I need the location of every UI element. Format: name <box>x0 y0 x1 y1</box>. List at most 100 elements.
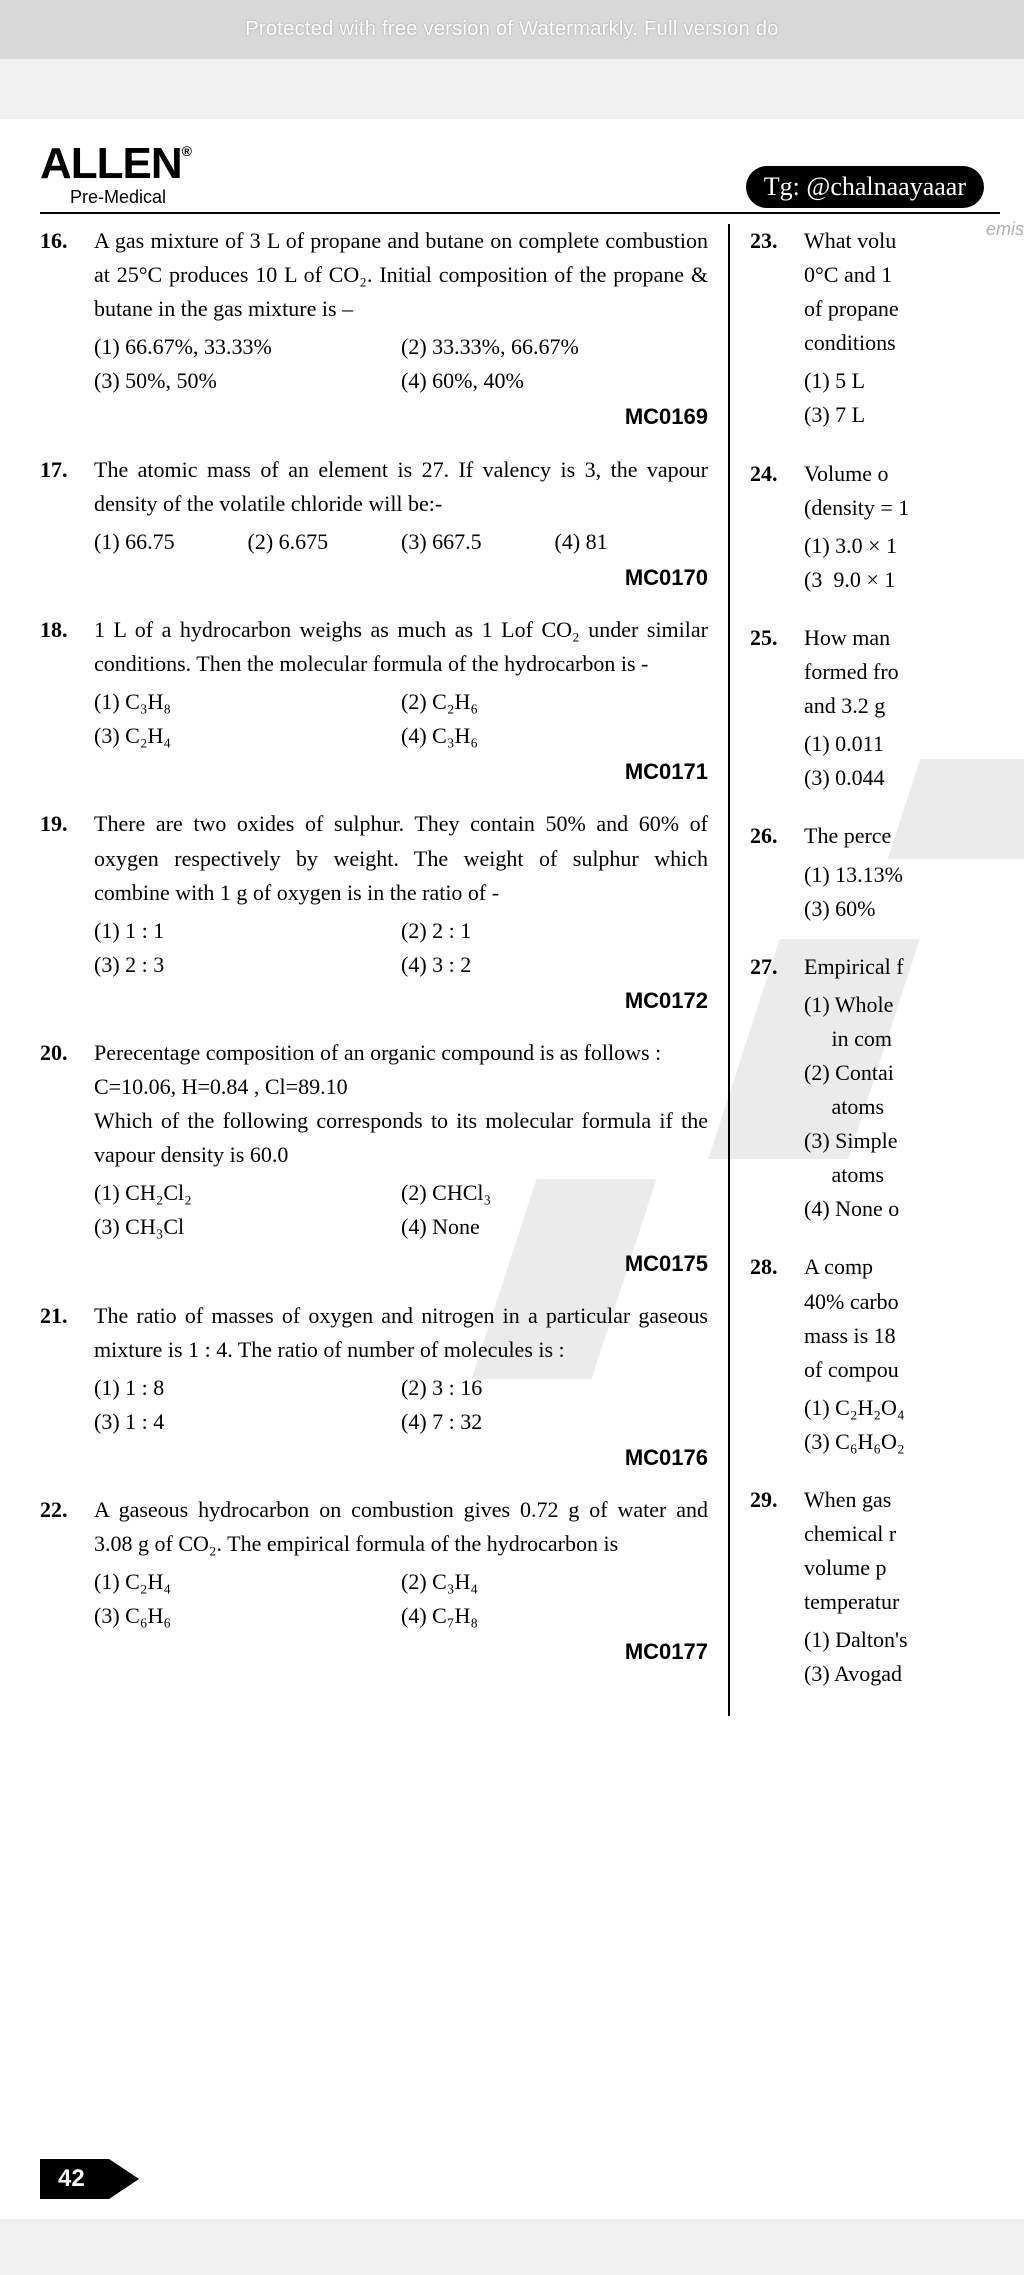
option: (3) 7 L <box>804 398 1020 432</box>
question-text: volume p <box>804 1551 1020 1585</box>
question-text: There are two oxides of sulphur. They co… <box>94 807 708 909</box>
question-body: A gas mixture of 3 L of propane and buta… <box>94 224 708 443</box>
option: (3) 60% <box>804 892 1020 926</box>
question-text: A gas mixture of 3 L of propane and buta… <box>94 224 708 326</box>
question-text: of propane <box>804 292 1020 326</box>
question-number: 20. <box>40 1036 94 1289</box>
question-number: 22. <box>40 1493 94 1677</box>
registered-icon: ® <box>182 143 191 159</box>
question-code: MC0175 <box>94 1247 708 1281</box>
options: (1) 5 L(3) 7 L <box>804 364 1020 432</box>
option: (2) C₂H₆ <box>401 685 708 719</box>
option: (3) 2 : 3 <box>94 948 401 982</box>
logo-block: ALLEN ® Pre-Medical <box>40 139 191 208</box>
question-code: MC0177 <box>94 1635 708 1669</box>
right-column: 23.What volu0°C and 1of propanecondition… <box>730 224 1020 1716</box>
question-code: MC0171 <box>94 755 708 789</box>
question-code: MC0176 <box>94 1441 708 1475</box>
question-text: The ratio of masses of oxygen and nitrog… <box>94 1299 708 1367</box>
option: (2) 6.675 <box>248 525 402 559</box>
option: (1) C₂H₂O₄ <box>804 1391 1020 1425</box>
option: (2) 2 : 1 <box>401 914 708 948</box>
question-text: A gaseous hydrocarbon on combustion give… <box>94 1493 708 1561</box>
question-text: What volu <box>804 224 1020 258</box>
options: (1) 66.75(2) 6.675(3) 667.5(4) 81 <box>94 525 708 559</box>
question-body: The ratio of masses of oxygen and nitrog… <box>94 1299 708 1483</box>
question-text: Empirical f <box>804 950 1020 984</box>
pre-medical-label: Pre-Medical <box>70 187 191 208</box>
option: (1) C₃H₈ <box>94 685 401 719</box>
option: (2) 3 : 16 <box>401 1371 708 1405</box>
question-text: 1 L of a hydrocarbon weighs as much as 1… <box>94 613 708 681</box>
option: (3 9.0 × 1 <box>804 563 1020 597</box>
option: (1) Whole <box>804 988 1020 1022</box>
options: (1) 1 : 1(2) 2 : 1(3) 2 : 3(4) 3 : 2 <box>94 914 708 982</box>
question: 18.1 L of a hydrocarbon weighs as much a… <box>40 613 708 797</box>
option: (4) C₇H₈ <box>401 1599 708 1633</box>
question: 25.How manformed froand 3.2 g(1) 0.011(3… <box>750 621 1020 795</box>
question-text: and 3.2 g <box>804 689 1020 723</box>
columns: 16.A gas mixture of 3 L of propane and b… <box>40 224 1024 1716</box>
left-column: 16.A gas mixture of 3 L of propane and b… <box>40 224 730 1716</box>
question-text: formed fro <box>804 655 1020 689</box>
question-text: of compou <box>804 1353 1020 1387</box>
option: (2) 33.33%, 66.67% <box>401 330 708 364</box>
option: (1) CH₂Cl₂ <box>94 1176 401 1210</box>
question-number: 27. <box>750 950 804 1227</box>
telegram-badge: Tg: @chalnaayaaar <box>746 166 984 208</box>
question-body: Perecentage composition of an organic co… <box>94 1036 708 1289</box>
options: (1) CH₂Cl₂(2) CHCl₃(3) CH₃Cl(4) None <box>94 1176 708 1244</box>
question-body: There are two oxides of sulphur. They co… <box>94 807 708 1026</box>
option: (3) 1 : 4 <box>94 1405 401 1439</box>
question-number: 16. <box>40 224 94 443</box>
question-body: Empirical f (1) Whole in com(2) Contai at… <box>804 950 1020 1227</box>
question-text: The atomic mass of an element is 27. If … <box>94 453 708 521</box>
question: 22.A gaseous hydrocarbon on combustion g… <box>40 1493 708 1677</box>
option: (2) Contai <box>804 1056 1020 1090</box>
question-body: What volu0°C and 1of propaneconditions(1… <box>804 224 1020 433</box>
question: 20.Perecentage composition of an organic… <box>40 1036 708 1289</box>
option: (4) 7 : 32 <box>401 1405 708 1439</box>
question-text: Which of the following corresponds to it… <box>94 1104 708 1172</box>
question-text: (density = 1 <box>804 491 1020 525</box>
question: 21.The ratio of masses of oxygen and nit… <box>40 1299 708 1483</box>
option: (4) C₃H₆ <box>401 719 708 753</box>
option: (1) 0.011 <box>804 727 1020 761</box>
option: (1) 3.0 × 1 <box>804 529 1020 563</box>
question-text: The perce <box>804 819 1020 853</box>
option: in com <box>804 1022 1020 1056</box>
question-text: temperatur <box>804 1585 1020 1619</box>
question-number: 25. <box>750 621 804 795</box>
question: 16.A gas mixture of 3 L of propane and b… <box>40 224 708 443</box>
option: (4) 3 : 2 <box>401 948 708 982</box>
question: 19.There are two oxides of sulphur. They… <box>40 807 708 1026</box>
option: (3) 667.5 <box>401 525 555 559</box>
options: (1) C₂H₄(2) C₃H₄(3) C₆H₆(4) C₇H₈ <box>94 1565 708 1633</box>
header: ALLEN ® Pre-Medical Tg: @chalnaayaaar <box>40 139 1024 208</box>
question-code: MC0172 <box>94 984 708 1018</box>
question-text: When gas <box>804 1483 1020 1517</box>
option: (1) C₂H₄ <box>94 1565 401 1599</box>
question-number: 28. <box>750 1250 804 1459</box>
question: 23.What volu0°C and 1of propanecondition… <box>750 224 1020 433</box>
logo-text: ALLEN <box>40 139 182 189</box>
options: (1) Whole in com(2) Contai atoms(3) Simp… <box>804 988 1020 1227</box>
option: (4) None o <box>804 1192 1020 1226</box>
option: (1) 1 : 1 <box>94 914 401 948</box>
option: atoms <box>804 1158 1020 1192</box>
options: (1) 66.67%, 33.33%(2) 33.33%, 66.67%(3) … <box>94 330 708 398</box>
option: atoms <box>804 1090 1020 1124</box>
option: (3) 0.044 <box>804 761 1020 795</box>
question: 17.The atomic mass of an element is 27. … <box>40 453 708 603</box>
question-number: 23. <box>750 224 804 433</box>
question: 29.When gaschemical rvolume ptemperatur(… <box>750 1483 1020 1692</box>
question-number: 26. <box>750 819 804 925</box>
options: (1) C₂H₂O₄(3) C₆H₆O₂ <box>804 1391 1020 1459</box>
question-text: Volume o <box>804 457 1020 491</box>
option: (4) 60%, 40% <box>401 364 708 398</box>
question-text: C=10.06, H=0.84 , Cl=89.10 <box>94 1070 708 1104</box>
header-divider <box>40 212 1000 214</box>
question-code: MC0170 <box>94 561 708 595</box>
options: (1) 3.0 × 1(3 9.0 × 1 <box>804 529 1020 597</box>
question-body: The atomic mass of an element is 27. If … <box>94 453 708 603</box>
